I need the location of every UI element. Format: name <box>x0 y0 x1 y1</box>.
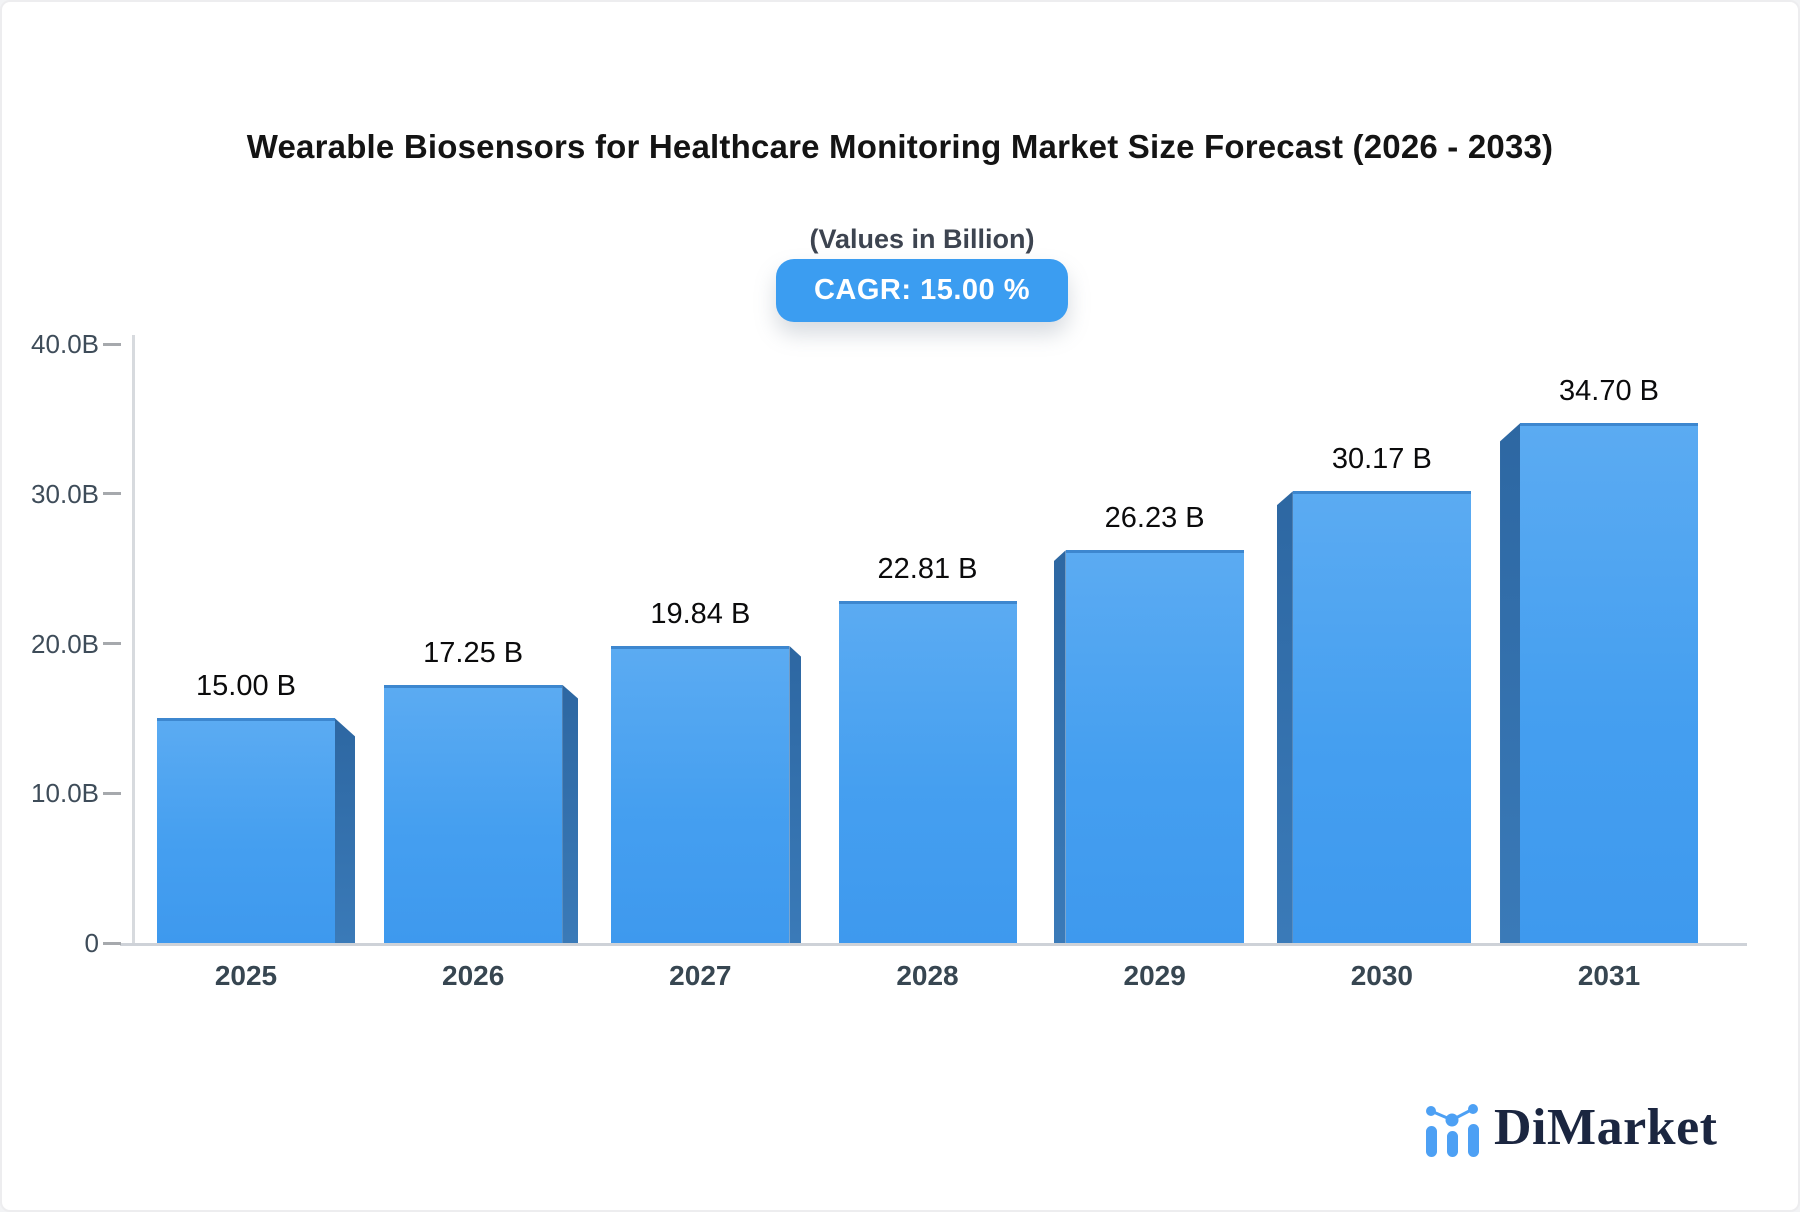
x-axis-label-2029: 2029 <box>1123 960 1186 991</box>
y-tick-label: 0 <box>84 928 99 958</box>
bar-value-label: 19.84 B <box>650 597 751 630</box>
cagr-badge: CAGR: 15.00 % <box>775 259 1069 322</box>
x-axis-label-2028: 2028 <box>896 960 959 991</box>
y-tick-mark <box>103 941 121 945</box>
bar-2030 <box>1292 491 1471 943</box>
bar-value-label: 26.23 B <box>1104 502 1205 535</box>
bar-side-face <box>1053 550 1066 943</box>
y-tick-mark <box>103 342 121 346</box>
x-axis-label-2031: 2031 <box>1577 960 1641 991</box>
bar-2027 <box>611 645 790 943</box>
y-tick-mark <box>103 791 121 795</box>
bar-value-label: 22.81 B <box>877 553 978 586</box>
y-tick-mark <box>103 492 121 496</box>
bar-2025 <box>157 718 335 943</box>
chart-subtitle: (Values in Billion) <box>809 224 1035 254</box>
bar-side-face <box>335 718 355 943</box>
chart-title: Wearable Biosensors for Healthcare Monit… <box>246 128 1554 166</box>
brand-logo: DiMarket <box>1424 1098 1717 1157</box>
bar-side-face <box>1500 423 1521 943</box>
bar-2026 <box>384 684 563 943</box>
x-axis-label-2030: 2030 <box>1350 960 1413 991</box>
dimarket-chart-icon <box>1426 1103 1479 1157</box>
bar-2028 <box>838 601 1017 943</box>
x-axis-label-2025: 2025 <box>214 960 278 991</box>
y-tick-label: 10.0B <box>31 778 99 809</box>
x-axis-label-2026: 2026 <box>442 960 505 991</box>
bar-value-label: 30.17 B <box>1331 443 1432 476</box>
bar-2029 <box>1065 550 1244 943</box>
bar-side-face <box>789 645 802 943</box>
x-axis-line <box>120 943 1747 946</box>
bar-value-label: 15.00 B <box>196 670 296 703</box>
bar-side-face <box>1276 491 1293 943</box>
y-tick-label: 20.0B <box>31 628 99 659</box>
y-tick-label: 30.0B <box>31 478 99 509</box>
bar-value-label: 34.70 B <box>1559 375 1659 408</box>
bar-2031 <box>1520 423 1699 943</box>
brand-name: DiMarket <box>1494 1099 1718 1156</box>
bar-side-face <box>562 684 579 943</box>
y-axis-line <box>132 335 135 946</box>
x-axis-label-2027: 2027 <box>669 960 732 991</box>
bar-value-label: 17.25 B <box>423 636 524 669</box>
y-tick-label: 40.0B <box>31 329 99 359</box>
y-tick-mark <box>103 642 121 645</box>
